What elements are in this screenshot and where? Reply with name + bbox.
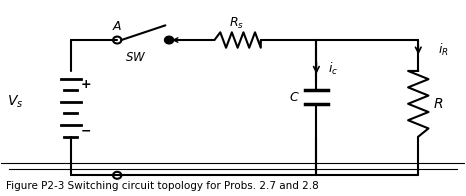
- Text: $i_c$: $i_c$: [328, 61, 338, 77]
- Text: $R$: $R$: [432, 97, 443, 111]
- Text: $SW$: $SW$: [125, 51, 146, 64]
- Text: −: −: [81, 124, 91, 137]
- Text: $i_R$: $i_R$: [438, 42, 448, 58]
- Text: $V_s$: $V_s$: [7, 94, 23, 110]
- Text: $C$: $C$: [289, 91, 300, 104]
- Text: $A$: $A$: [112, 20, 123, 33]
- Text: $R_s$: $R_s$: [229, 16, 244, 31]
- Text: +: +: [80, 78, 91, 91]
- Text: Figure P2-3 Switching circuit topology for Probs. 2.7 and 2.8: Figure P2-3 Switching circuit topology f…: [6, 181, 319, 191]
- Circle shape: [165, 37, 173, 44]
